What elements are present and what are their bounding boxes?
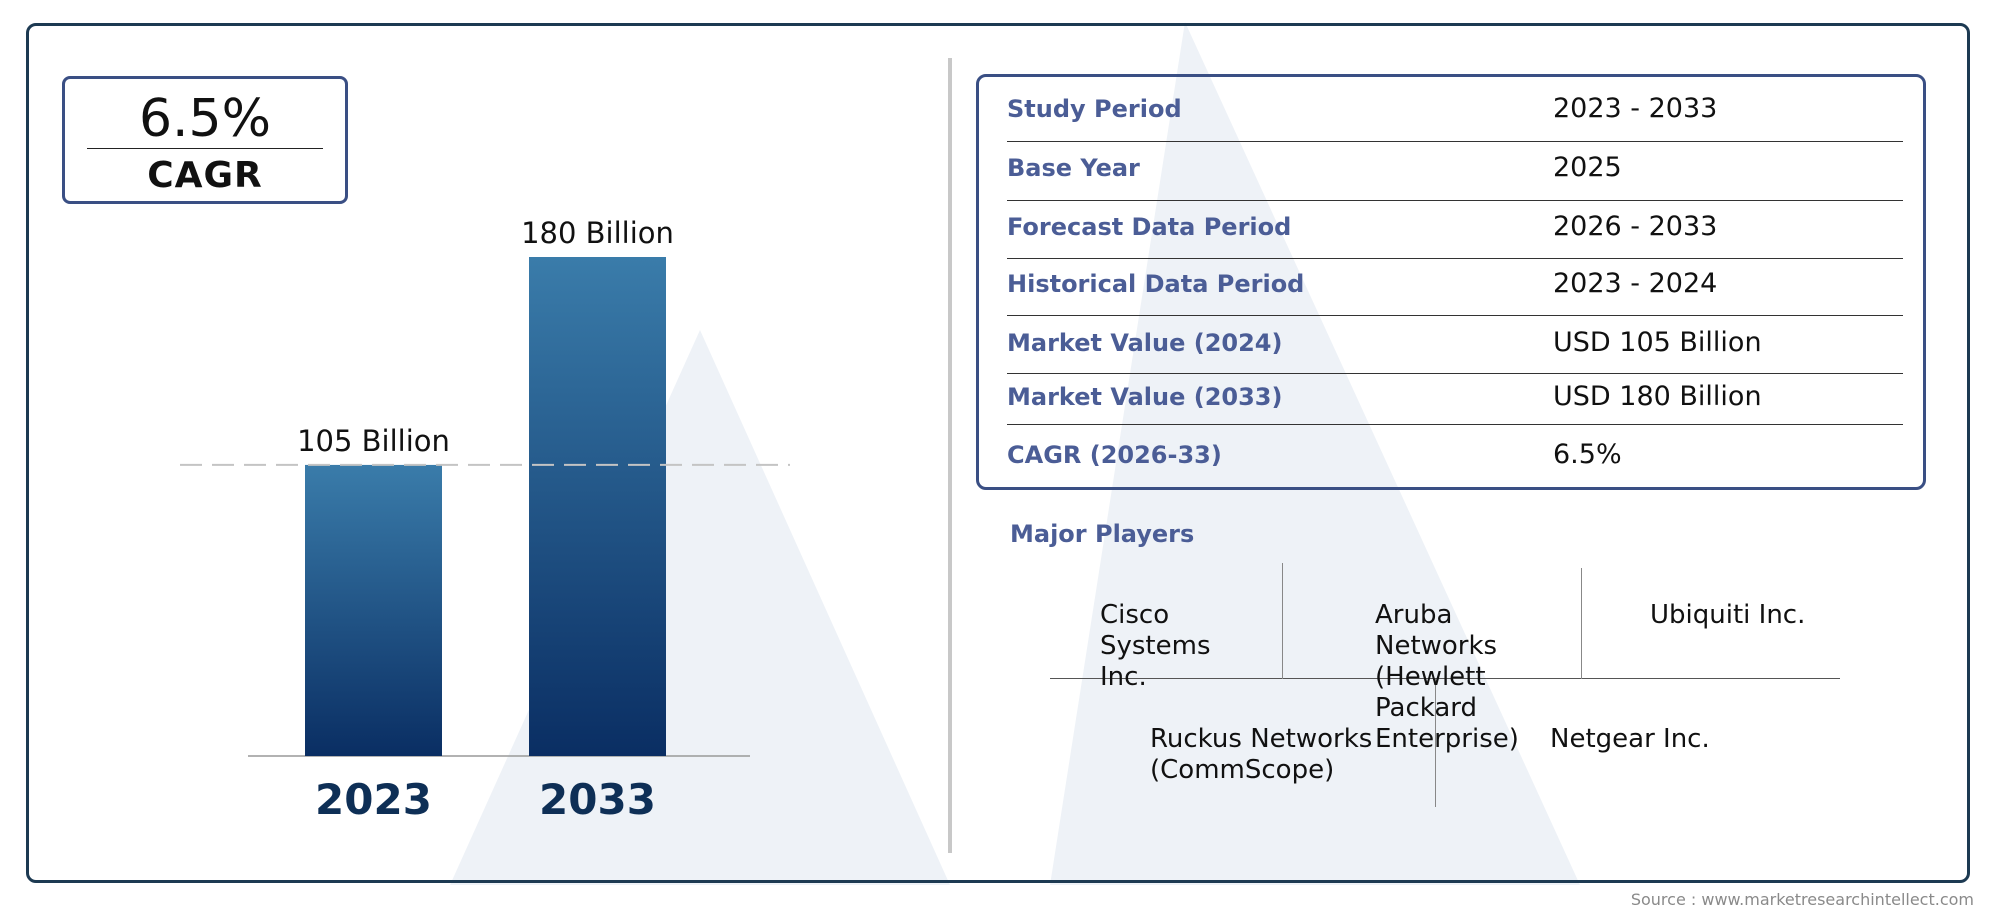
row-value: USD 180 Billion bbox=[1553, 381, 1762, 412]
row-divider bbox=[1007, 141, 1903, 142]
players-divider-horizontal bbox=[1050, 678, 1840, 679]
players-divider-vertical bbox=[1581, 568, 1582, 679]
row-label: Historical Data Period bbox=[1007, 270, 1305, 298]
row-label: Forecast Data Period bbox=[1007, 213, 1292, 241]
player-ruckus: Ruckus Networks (CommScope) bbox=[1150, 724, 1373, 785]
player-ubiquiti: Ubiquiti Inc. bbox=[1650, 600, 1806, 630]
bar-2033 bbox=[529, 257, 666, 756]
row-value: 2023 - 2033 bbox=[1553, 93, 1718, 124]
cagr-label: CAGR bbox=[147, 155, 263, 196]
market-summary-table: Study Period 2023 - 2033 Base Year 2025 Fore… bbox=[976, 74, 1926, 490]
row-label: Study Period bbox=[1007, 95, 1182, 123]
bar-chart: 105 Billion 2023 180 Billion 2033 bbox=[180, 216, 790, 824]
player-aruba: Aruba Networks (Hewlett Packard Enterpri… bbox=[1375, 600, 1519, 754]
row-divider bbox=[1007, 424, 1903, 425]
bar-2023 bbox=[305, 464, 442, 756]
x-tick-label: 2023 bbox=[315, 775, 432, 824]
row-label: CAGR (2026-33) bbox=[1007, 441, 1222, 469]
row-value: 6.5% bbox=[1553, 439, 1622, 470]
row-value: USD 105 Billion bbox=[1553, 327, 1762, 358]
row-value: 2025 bbox=[1553, 152, 1622, 183]
cagr-card: 6.5% CAGR bbox=[62, 76, 348, 204]
row-divider bbox=[1007, 200, 1903, 201]
row-value: 2023 - 2024 bbox=[1553, 268, 1718, 299]
x-tick-label: 2033 bbox=[539, 775, 656, 824]
row-label: Market Value (2033) bbox=[1007, 383, 1283, 411]
row-divider bbox=[1007, 258, 1903, 259]
section-divider bbox=[948, 58, 952, 853]
players-divider-vertical bbox=[1282, 563, 1283, 679]
cagr-divider bbox=[87, 148, 323, 149]
players-divider-vertical bbox=[1435, 679, 1436, 807]
major-players-title: Major Players bbox=[1010, 520, 1195, 548]
player-netgear: Netgear Inc. bbox=[1550, 724, 1710, 754]
row-divider bbox=[1007, 315, 1903, 316]
cagr-value: 6.5% bbox=[138, 89, 272, 149]
bar-data-label: 105 Billion bbox=[297, 424, 450, 458]
row-divider bbox=[1007, 373, 1903, 374]
row-label: Market Value (2024) bbox=[1007, 329, 1283, 357]
bar-data-label: 180 Billion bbox=[521, 216, 674, 250]
player-cisco: Cisco Systems Inc. bbox=[1100, 600, 1211, 692]
row-value: 2026 - 2033 bbox=[1553, 211, 1718, 242]
row-label: Base Year bbox=[1007, 154, 1140, 182]
source-note: Source : www.marketresearchintellect.com bbox=[1630, 890, 1974, 909]
infographic-frame bbox=[26, 23, 1970, 883]
